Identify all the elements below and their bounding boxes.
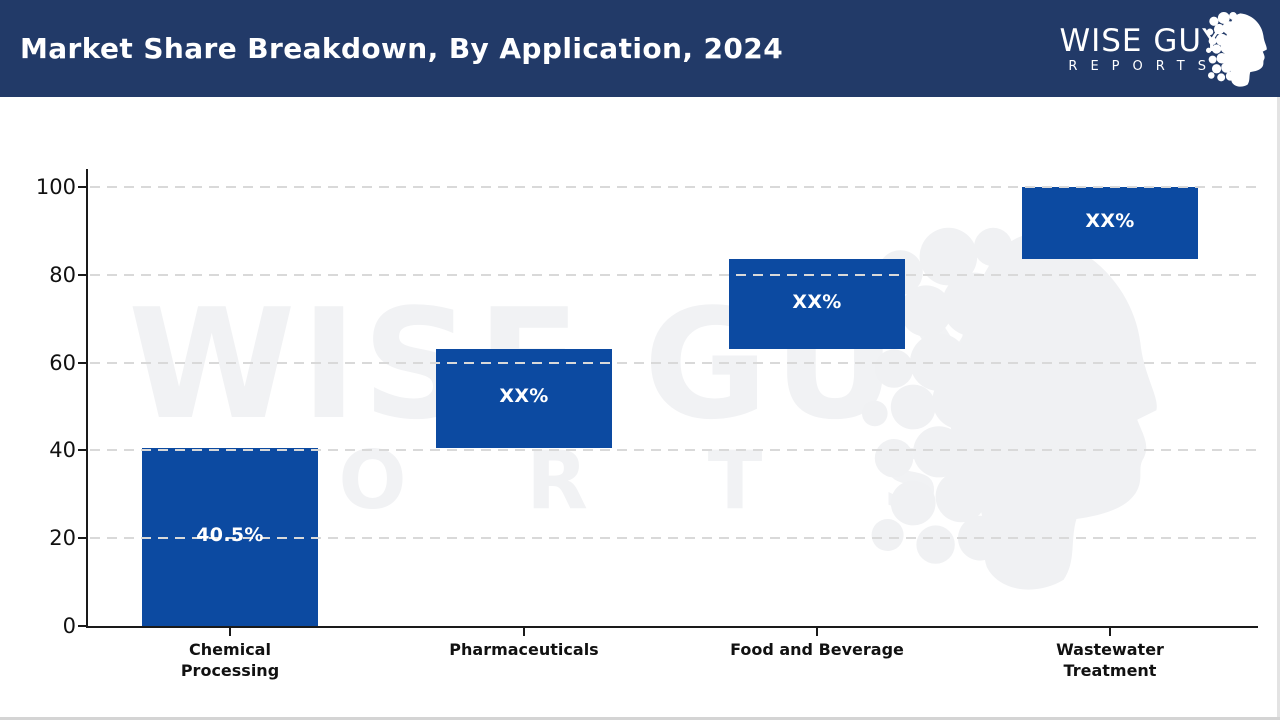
gridline-y-20 <box>90 537 1262 540</box>
bar-value-label-2: XX% <box>499 385 549 408</box>
y-axis-line <box>86 169 88 628</box>
gridline-y-100 <box>90 186 1262 188</box>
x-category-label-3: Food and Beverage <box>730 640 904 659</box>
x-tick-1 <box>229 628 231 636</box>
x-category-label-4: Wastewater Treatment <box>1056 640 1164 680</box>
x-tick-4 <box>1109 628 1111 636</box>
x-axis-line <box>86 626 1258 628</box>
chart-title: Market Share Breakdown, By Application, … <box>20 32 784 65</box>
y-tick-label-40: 40 <box>49 438 76 463</box>
x-tick-3 <box>816 628 818 636</box>
image-right-border <box>1277 97 1280 720</box>
watermark-head-icon <box>862 215 1182 599</box>
y-tick-80 <box>78 273 87 276</box>
gridline-y-40 <box>90 449 1262 452</box>
y-tick-20 <box>78 537 87 540</box>
bar-2 <box>436 348 612 449</box>
y-tick-40 <box>78 449 87 452</box>
x-category-label-1: Chemical Processing <box>180 640 280 680</box>
gridline-y-60 <box>90 361 1262 364</box>
plot-area: WISE GUY P O R T S 0 20 40 60 80 100 40.5% XX% X… <box>0 97 1280 720</box>
image-bottom-border <box>0 717 1280 720</box>
bar-value-label-1: 40.5% <box>196 524 264 547</box>
header-band: Market Share Breakdown, By Application, … <box>0 0 1280 97</box>
y-tick-label-0: 0 <box>62 614 76 638</box>
x-tick-2 <box>523 628 525 636</box>
bar-4 <box>1022 187 1198 260</box>
logo-wordmark: WISE GUY <box>1059 22 1222 59</box>
y-tick-label-20: 20 <box>49 526 76 551</box>
bar-1 <box>142 448 318 626</box>
y-tick-label-60: 60 <box>49 350 76 375</box>
bar-value-label-4: XX% <box>1085 210 1135 233</box>
y-tick-60 <box>78 361 87 364</box>
y-tick-label-80: 80 <box>49 262 76 287</box>
gridline-y-80 <box>90 273 1262 276</box>
wise-guy-reports-logo: WISE GUY REPORTS <box>1059 6 1272 92</box>
logo-text: WISE GUY REPORTS <box>1059 24 1222 75</box>
y-tick-100 <box>78 186 87 188</box>
x-category-label-2: Pharmaceuticals <box>449 640 599 659</box>
logo-subtitle: REPORTS <box>1068 58 1220 74</box>
y-tick-label-100: 100 <box>35 175 76 199</box>
y-tick-0 <box>78 625 87 627</box>
bar-value-label-3: XX% <box>792 290 842 313</box>
